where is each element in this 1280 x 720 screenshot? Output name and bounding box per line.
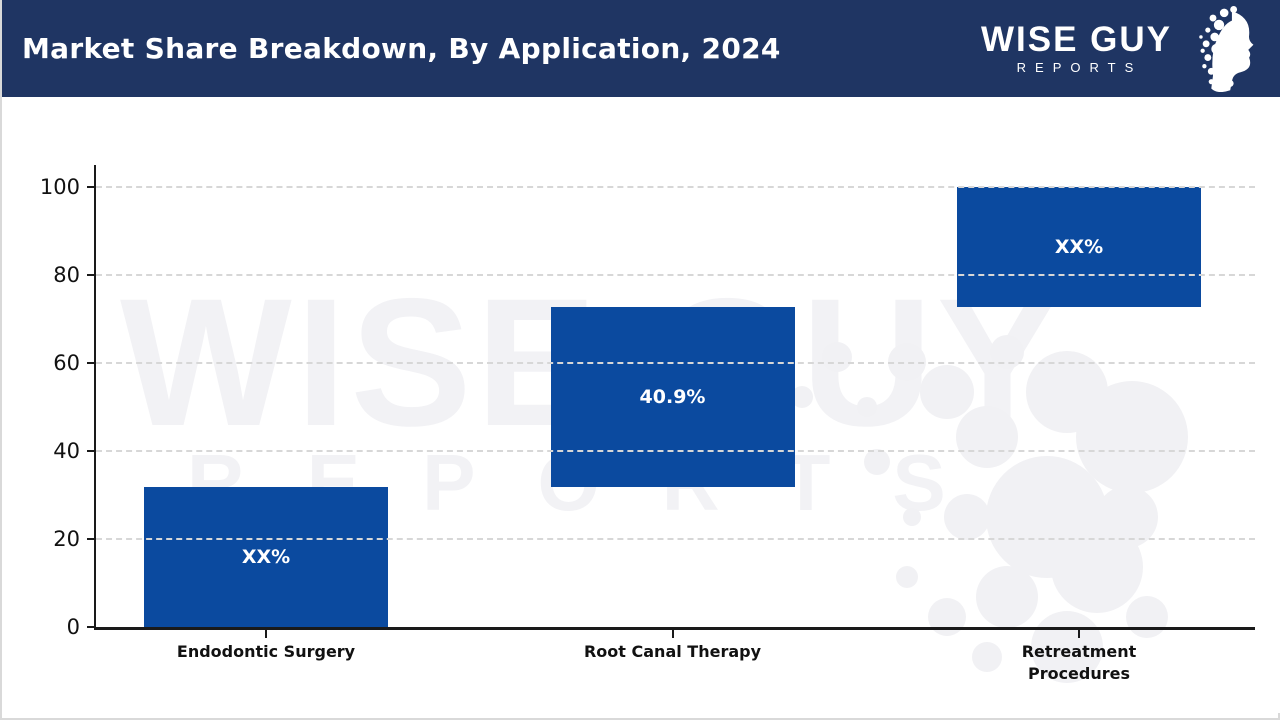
bar (144, 487, 388, 627)
bar (957, 187, 1201, 308)
y-axis-tick (87, 450, 95, 452)
x-axis-tick (1078, 630, 1080, 638)
y-tick-label: 80 (53, 263, 80, 287)
gridline (96, 538, 1255, 540)
brand-logo: WISE GUY REPORTS (980, 5, 1256, 92)
y-axis-tick (87, 274, 95, 276)
bar-value-label: XX% (1054, 236, 1104, 259)
y-axis-tick (87, 362, 95, 364)
y-axis-tick (87, 186, 95, 188)
gridline (96, 450, 1255, 452)
bar-value-label: XX% (241, 546, 291, 569)
gridline (96, 362, 1255, 364)
dotted-head-icon (1199, 5, 1254, 92)
page-title: Market Share Breakdown, By Application, … (22, 32, 781, 65)
y-axis (94, 165, 96, 630)
y-tick-label: 0 (66, 615, 80, 639)
gridline (96, 186, 1255, 188)
chart-area: WISE GUY REPORTS 020406080100XX%Endodont… (2, 97, 1280, 713)
brand-subname: REPORTS (1016, 59, 1143, 75)
brand-name: WISE GUY (980, 19, 1172, 59)
brand-text: WISE GUY REPORTS (980, 19, 1172, 76)
y-axis-tick (87, 626, 95, 628)
y-tick-label: 40 (53, 439, 80, 463)
bar (550, 307, 795, 488)
x-axis (94, 627, 1255, 630)
gridline (96, 274, 1255, 276)
y-axis-tick (87, 538, 95, 540)
bar-value-label: 40.9% (639, 386, 706, 409)
category-label: Root Canal Therapy (583, 642, 762, 661)
y-tick-label: 100 (39, 175, 80, 199)
header-bar: Market Share Breakdown, By Application, … (2, 0, 1280, 97)
x-axis-tick (265, 630, 267, 638)
y-tick-label: 20 (53, 527, 80, 551)
y-tick-label: 60 (53, 351, 80, 375)
x-axis-tick (671, 630, 674, 638)
category-label: Retreatment Procedures (1021, 642, 1137, 683)
category-label: Endodontic Surgery (176, 642, 356, 661)
